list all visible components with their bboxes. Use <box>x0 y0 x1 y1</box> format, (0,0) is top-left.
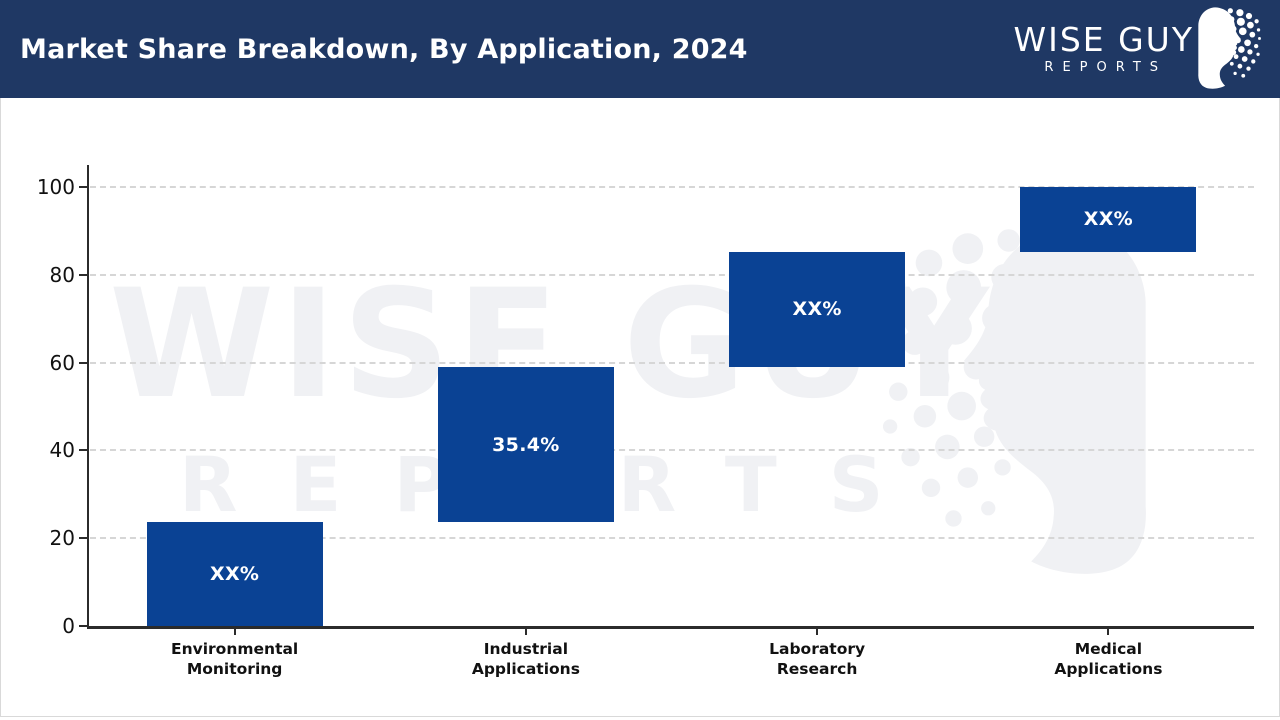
wiseguy-logo: WISE GUY REPORTS <box>1013 6 1266 92</box>
x-tick-mark-laboratory-research <box>816 629 819 635</box>
x-tick-mark-environmental-monitoring <box>233 629 236 635</box>
y-tick-label-0: 0 <box>62 614 75 638</box>
x-axis-line <box>87 626 1254 629</box>
gridline-20 <box>90 537 1254 540</box>
logo-wordmark: WISE GUY <box>1013 20 1194 60</box>
x-category-label-industrial-applications: Industrial Applications <box>471 640 580 679</box>
x-category-label-environmental-monitoring: Environmental Monitoring <box>171 640 299 679</box>
x-tick-mark-industrial-applications <box>524 629 527 635</box>
header-bar: Market Share Breakdown, By Application, … <box>0 0 1280 98</box>
bar-value-label-environmental-monitoring: XX% <box>210 563 260 586</box>
y-tick-mark-60 <box>79 361 87 364</box>
gridline-100 <box>90 186 1254 188</box>
y-tick-label-20: 20 <box>49 526 75 551</box>
chart-title: Market Share Breakdown, By Application, … <box>20 33 748 65</box>
bar-medical-applications: XX% <box>1020 187 1197 252</box>
y-tick-label-80: 80 <box>49 262 75 287</box>
y-tick-mark-20 <box>79 537 87 540</box>
y-tick-mark-0 <box>79 625 87 627</box>
bar-industrial-applications: 35.4% <box>437 366 614 523</box>
bar-value-label-laboratory-research: XX% <box>792 298 842 321</box>
y-tick-label-40: 40 <box>49 438 75 463</box>
bar-environmental-monitoring: XX% <box>146 522 323 626</box>
chart-canvas: WISE GUY REPORTS 020406080100XX%Environm… <box>0 98 1280 717</box>
y-tick-mark-100 <box>79 186 87 188</box>
bar-value-label-medical-applications: XX% <box>1083 208 1133 231</box>
logo-text: WISE GUY REPORTS <box>1013 23 1194 75</box>
y-axis-line <box>87 165 89 629</box>
bar-value-label-industrial-applications: 35.4% <box>492 433 560 456</box>
y-tick-mark-40 <box>79 449 87 452</box>
x-category-label-medical-applications: Medical Applications <box>1054 640 1163 679</box>
logo-subtext: REPORTS <box>1044 59 1168 75</box>
logo-head-icon <box>1198 7 1261 89</box>
y-tick-label-100: 100 <box>36 175 75 199</box>
y-tick-label-60: 60 <box>49 350 75 375</box>
x-tick-mark-medical-applications <box>1107 629 1110 635</box>
bar-laboratory-research: XX% <box>729 251 906 367</box>
y-tick-mark-80 <box>79 273 87 276</box>
x-category-label-laboratory-research: Laboratory Research <box>769 640 866 679</box>
gridline-40 <box>90 449 1254 452</box>
gridline-80 <box>90 273 1254 276</box>
gridline-60 <box>90 361 1254 364</box>
plot-area: 0 20 40 60 80 100 XX% Environmental Monitoring 3… <box>1 98 1279 716</box>
